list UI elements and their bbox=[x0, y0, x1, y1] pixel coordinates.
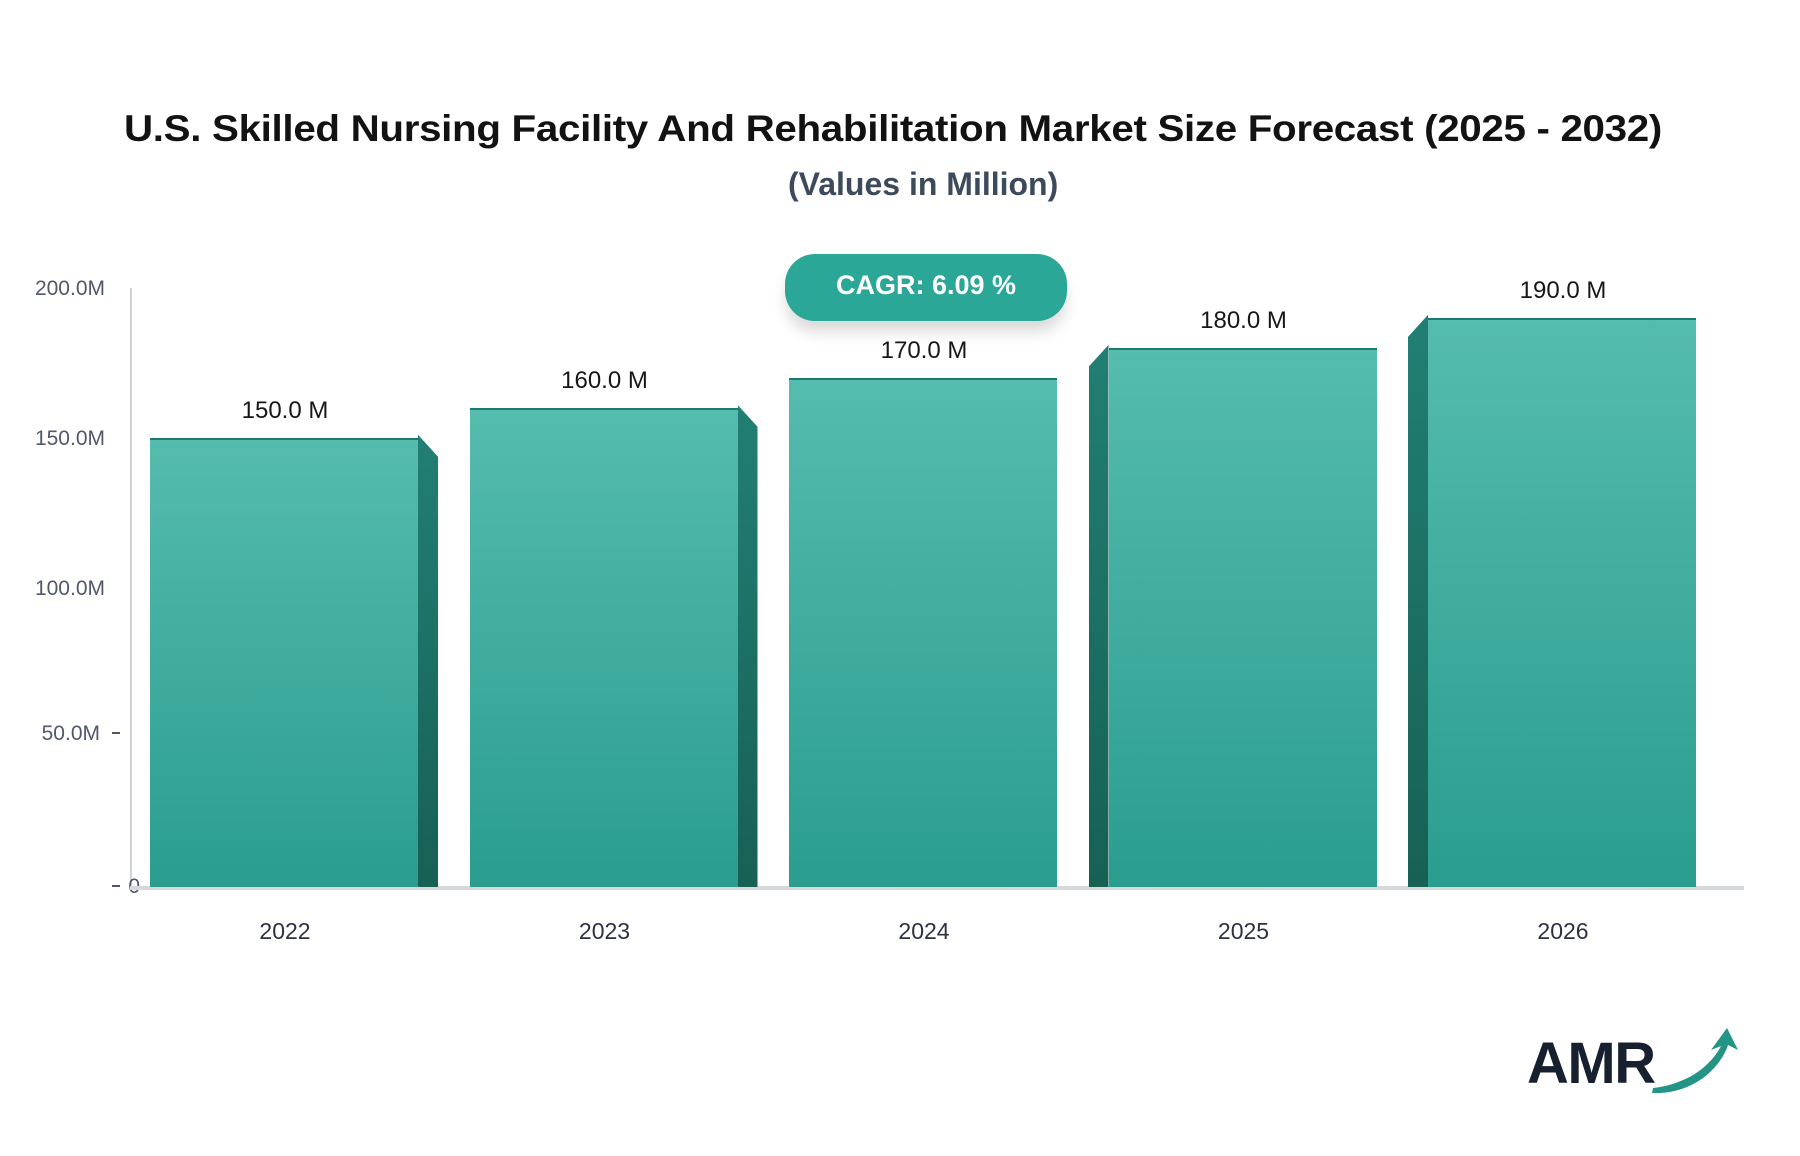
svg-text:AMR: AMR bbox=[1527, 1031, 1655, 1095]
